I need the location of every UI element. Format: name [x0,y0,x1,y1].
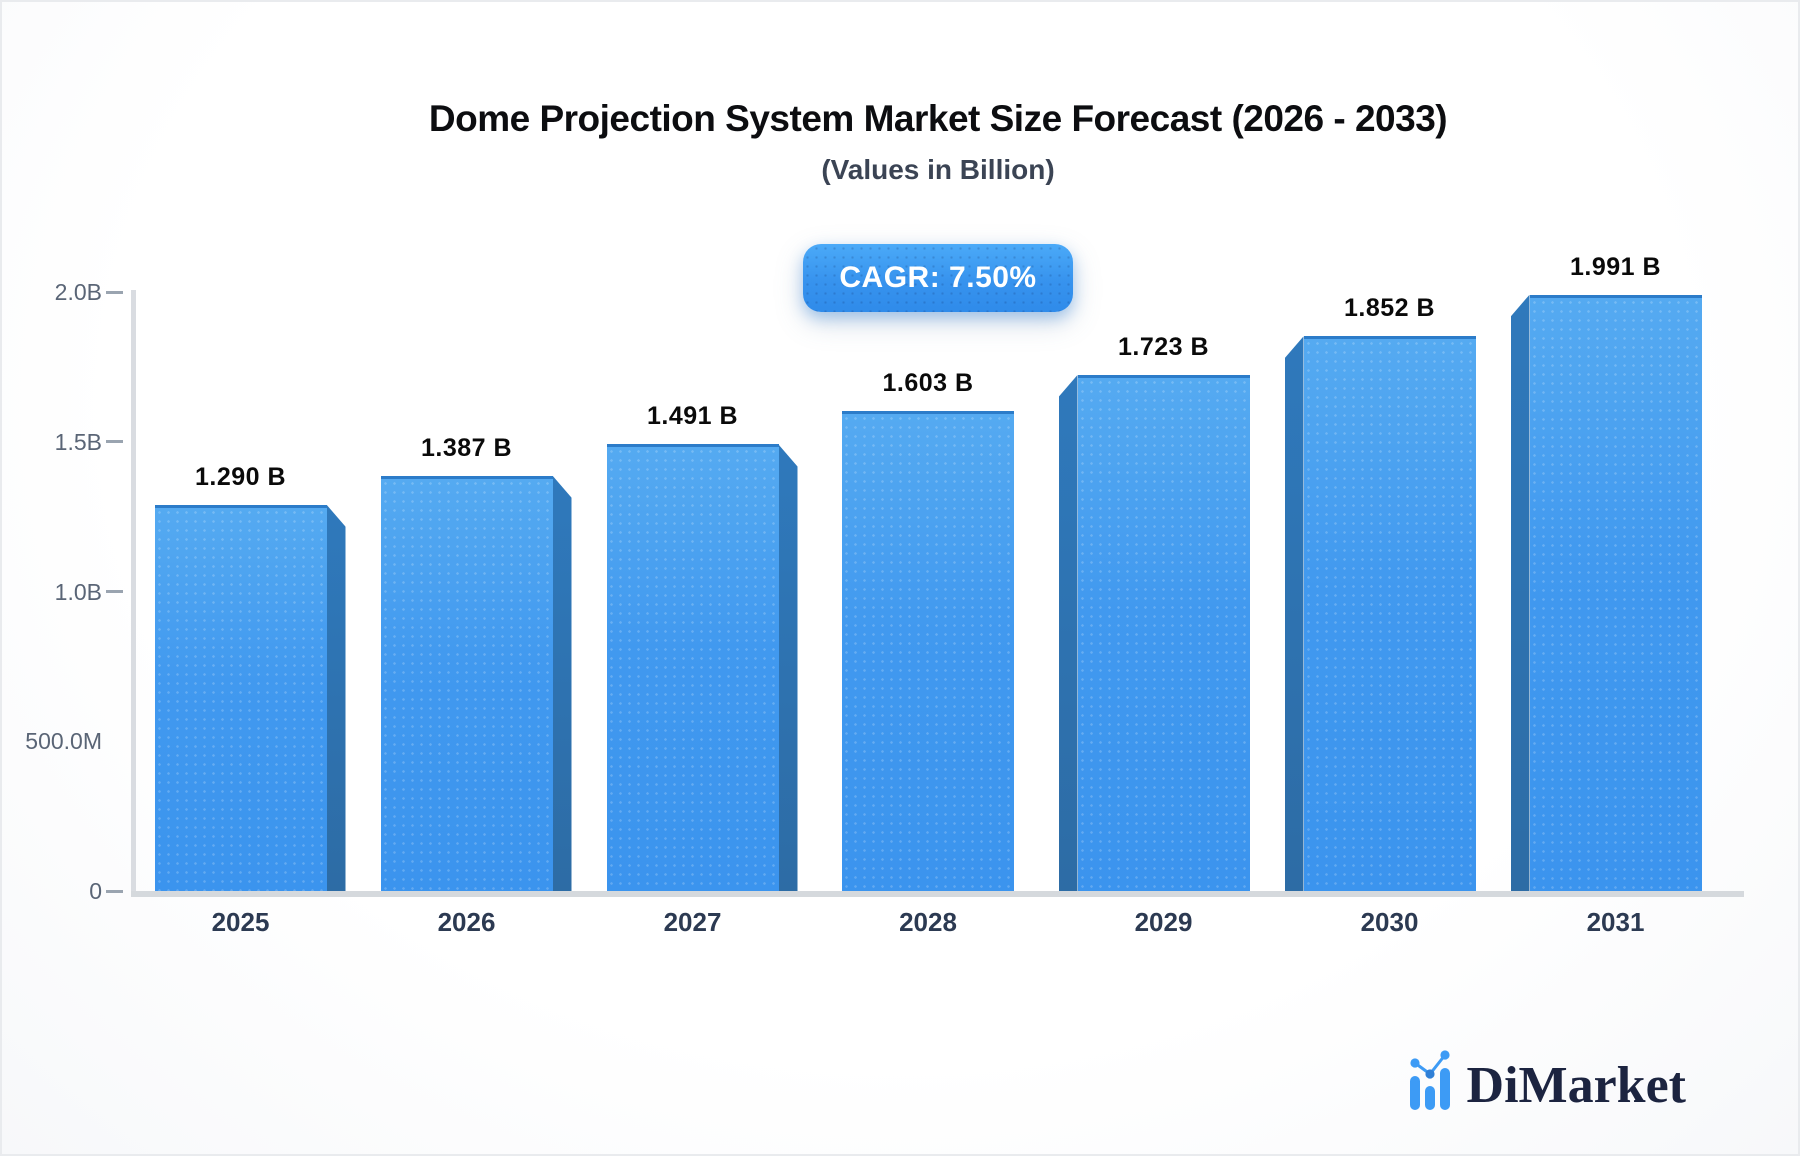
bar-2030 [1303,336,1476,891]
bar-value-label: 1.491 B [646,402,739,431]
chart-subtitle: (Values in Billion) [821,154,1055,185]
y-tick-label: 2.0B [54,279,102,305]
bar-3d-side [1058,374,1078,891]
x-category-label: 2031 [1586,907,1645,937]
x-category-label: 2027 [663,907,722,937]
y-tick-dash [106,290,123,294]
x-category-label: 2028 [899,907,957,937]
bar-2027 [606,444,779,891]
bar-value-label: 1.852 B [1343,294,1436,323]
bar-3d-side [778,444,798,891]
bar-3d-side [1510,294,1530,891]
cagr-badge: CAGR: 7.50% [803,244,1072,312]
bar-2025 [154,504,327,891]
bar-value-label: 1.991 B [1569,252,1662,281]
chart-title: Dome Projection System Market Size Forec… [428,98,1448,139]
logo-text: DiMarket [1466,1057,1686,1115]
mini-bar-chart-with-sparkline-icon [1409,1050,1450,1110]
y-tick-label: 1.0B [54,578,102,605]
y-tick-label: 0 [89,878,102,904]
y-tick-dash [106,440,123,444]
bar-value-label: 1.723 B [1117,332,1210,361]
y-tick-label: 1.5B [54,428,102,455]
x-category-label: 2025 [211,907,270,937]
bar-3d-side [552,475,572,891]
y-tick-label: 500.0M [25,728,102,755]
dimarket-logo: DiMarket [1408,1048,1686,1115]
bar-value-label: 1.387 B [420,433,513,462]
x-category-label: 2029 [1134,907,1193,937]
x-category-label: 2030 [1360,907,1419,937]
bar-2026 [380,475,553,891]
bar-2029 [1077,374,1250,891]
bar-3d-side [1284,336,1304,891]
x-category-label: 2026 [437,907,496,937]
chart-header: Dome Projection System Market Size Forec… [132,2,1744,312]
bar-3d-side [326,504,346,891]
bar-value-label: 1.603 B [882,368,974,397]
bar-2028 [842,410,1014,891]
y-axis-line [131,290,136,897]
y-tick-dash [106,590,123,593]
bar-2031 [1529,294,1702,891]
x-axis-line [131,891,1744,897]
bar-value-label: 1.290 B [194,462,287,491]
y-tick-dash [106,889,123,893]
